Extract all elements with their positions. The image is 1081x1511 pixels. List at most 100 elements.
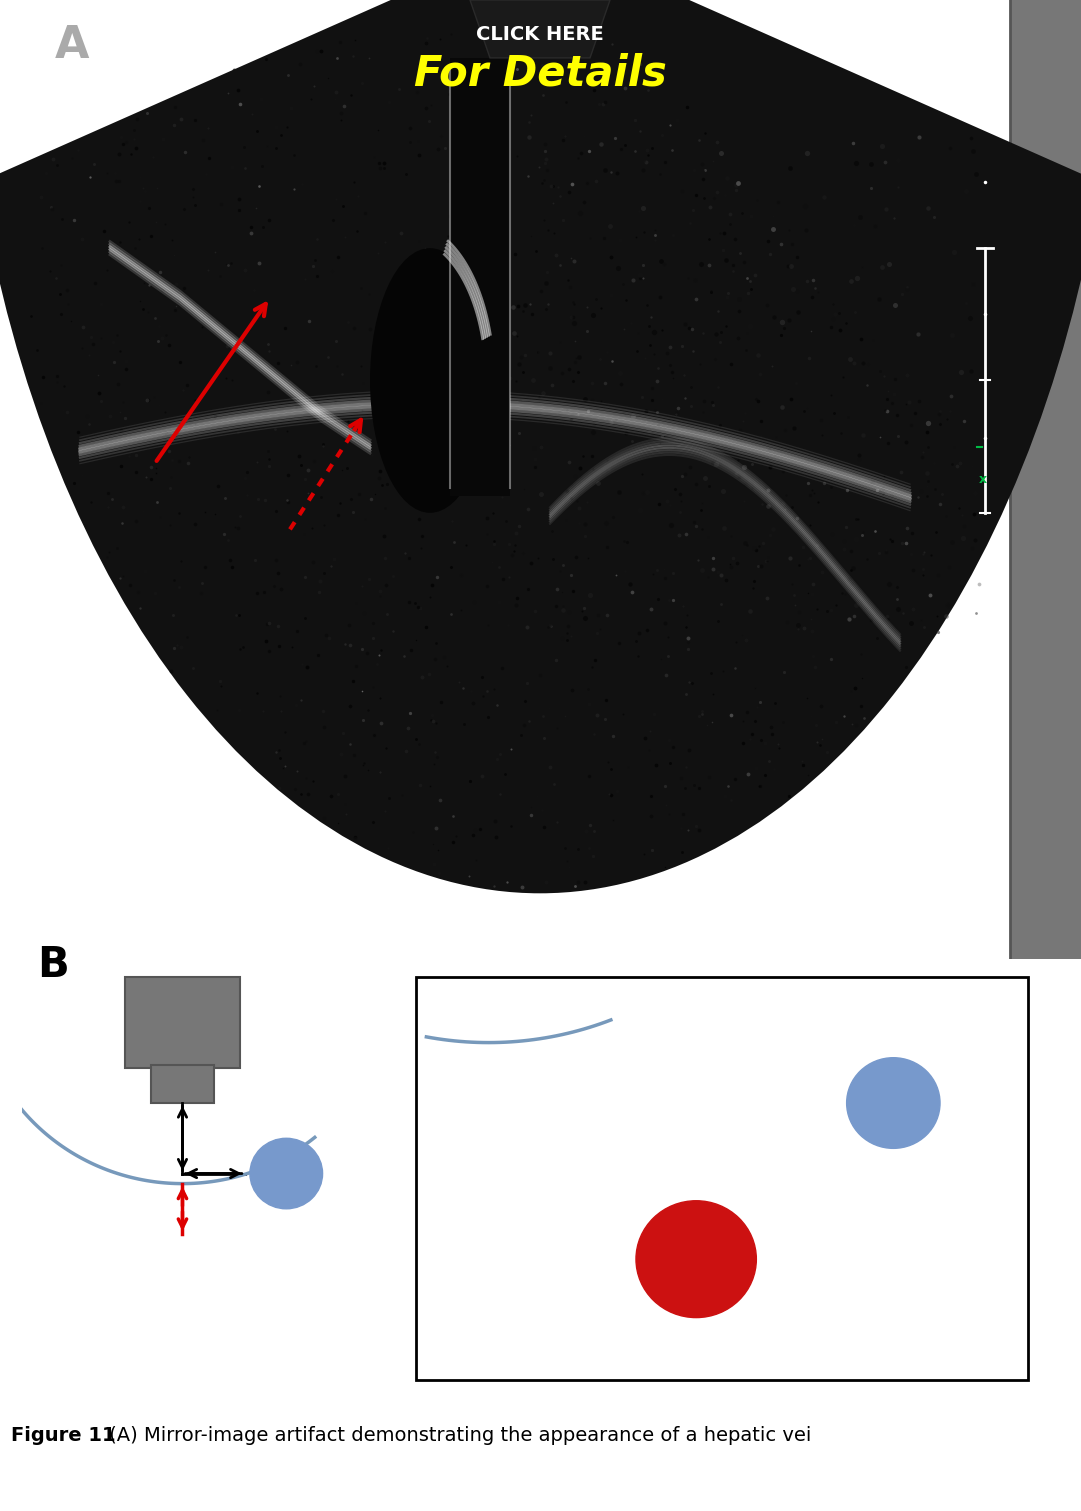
- Point: [536, 151, 553, 175]
- Point: [361, 36, 378, 60]
- Point: [683, 316, 700, 340]
- Point: [789, 301, 806, 325]
- Point: [142, 224, 159, 248]
- Point: [559, 849, 576, 873]
- Point: [915, 562, 932, 586]
- Point: [915, 556, 932, 580]
- Point: [437, 136, 454, 160]
- Point: [252, 88, 269, 112]
- Point: [848, 151, 865, 175]
- Point: [763, 722, 780, 746]
- Point: [585, 77, 602, 101]
- Point: [279, 419, 296, 443]
- Point: [875, 482, 892, 506]
- Point: [862, 607, 879, 632]
- Point: [692, 499, 709, 523]
- Point: [658, 341, 676, 366]
- Point: [131, 165, 148, 189]
- Point: [650, 586, 667, 610]
- Point: [677, 777, 694, 801]
- Point: [652, 249, 669, 273]
- Point: [704, 710, 721, 734]
- Point: [776, 419, 793, 443]
- Point: [893, 283, 910, 307]
- Point: [818, 740, 836, 765]
- Point: [98, 162, 116, 186]
- Point: [551, 254, 569, 278]
- Point: [846, 675, 864, 700]
- Point: [921, 583, 938, 607]
- Point: [629, 644, 646, 668]
- Point: [296, 565, 313, 589]
- Point: [840, 607, 857, 632]
- Point: [142, 467, 159, 491]
- Point: [442, 413, 459, 437]
- Point: [880, 607, 897, 632]
- Point: [540, 613, 558, 638]
- Point: [569, 870, 586, 895]
- Point: [706, 444, 723, 468]
- Point: [23, 304, 40, 328]
- Point: [582, 813, 599, 837]
- Point: [461, 290, 478, 314]
- Circle shape: [846, 1058, 940, 1148]
- Point: [311, 568, 329, 592]
- Point: [742, 277, 759, 301]
- Point: [919, 470, 936, 494]
- Point: [535, 725, 552, 749]
- Point: [852, 205, 869, 230]
- Point: [165, 242, 183, 266]
- Point: [942, 136, 959, 160]
- Point: [598, 535, 615, 559]
- Point: [371, 156, 388, 180]
- Point: [511, 388, 529, 413]
- Point: [353, 574, 371, 598]
- Point: [63, 308, 80, 332]
- Bar: [416, 978, 1028, 1380]
- Point: [424, 47, 441, 71]
- Point: [56, 375, 74, 399]
- Point: [428, 710, 445, 734]
- Point: [637, 727, 654, 751]
- Point: [854, 351, 871, 375]
- Point: [705, 681, 722, 706]
- Point: [535, 814, 552, 839]
- Point: [659, 644, 677, 668]
- Point: [353, 71, 371, 95]
- Point: [536, 168, 553, 192]
- Point: [502, 366, 519, 390]
- Point: [358, 641, 375, 665]
- Point: [704, 390, 721, 414]
- Point: [715, 479, 732, 503]
- Point: [432, 452, 450, 476]
- Point: [510, 71, 528, 95]
- Point: [82, 490, 99, 514]
- Point: [750, 533, 768, 558]
- Point: [353, 678, 371, 703]
- Point: [599, 406, 616, 431]
- Point: [542, 341, 559, 366]
- Point: [490, 555, 507, 579]
- Point: [440, 224, 457, 248]
- Point: [704, 393, 721, 417]
- Point: [726, 227, 744, 251]
- Point: [702, 660, 719, 684]
- Point: [650, 414, 667, 438]
- Point: [501, 565, 518, 589]
- Point: [363, 349, 381, 373]
- Point: [570, 837, 587, 861]
- Point: [736, 455, 753, 479]
- Point: [362, 487, 379, 511]
- Point: [900, 390, 918, 414]
- Point: [955, 408, 972, 432]
- Point: [669, 396, 686, 420]
- Point: [595, 600, 612, 624]
- Point: [734, 623, 751, 647]
- Point: [356, 201, 373, 225]
- Point: [752, 728, 770, 752]
- Point: [579, 68, 597, 92]
- Point: [709, 180, 726, 204]
- Point: [42, 195, 59, 219]
- Point: [730, 326, 747, 351]
- Point: [878, 538, 895, 562]
